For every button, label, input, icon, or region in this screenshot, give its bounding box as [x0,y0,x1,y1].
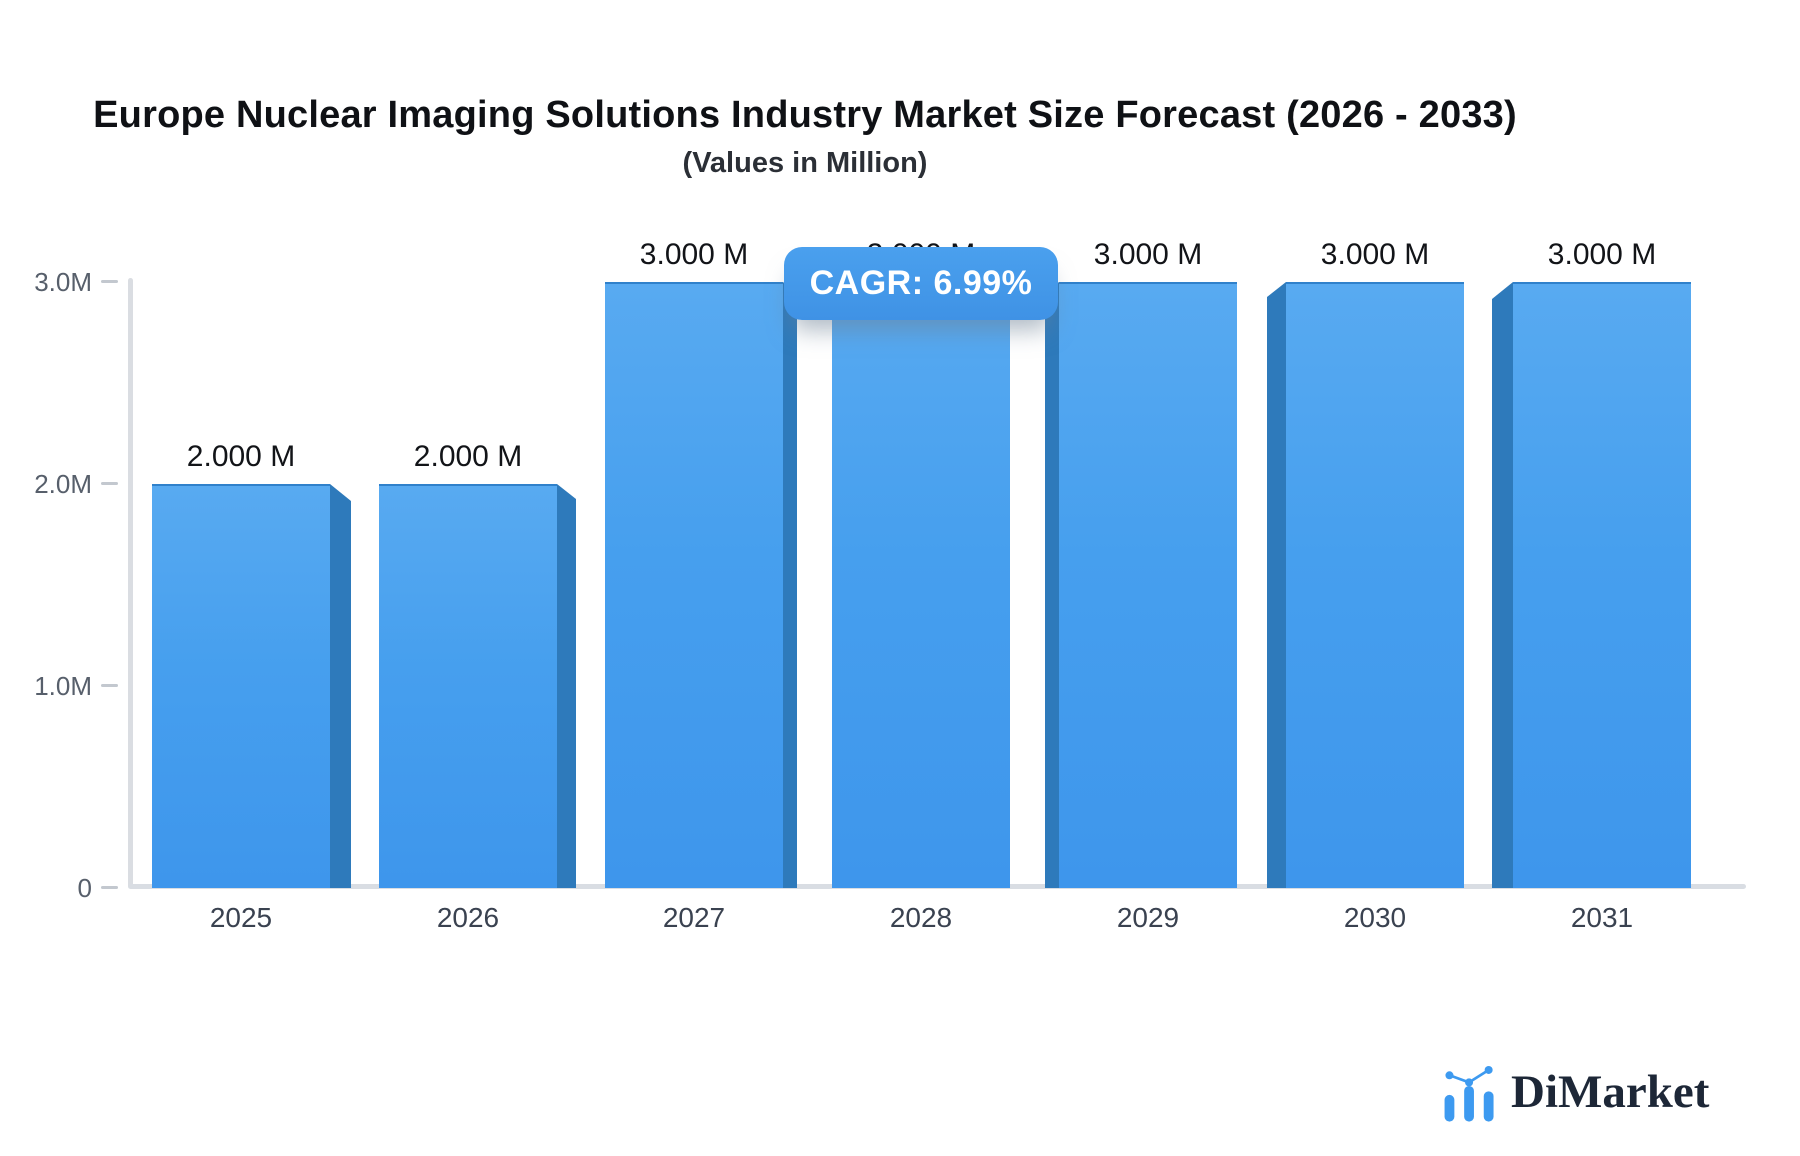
bar-value-label-2031: 3.000 M [1547,238,1657,271]
y-tick-label-0: 0 [77,873,92,903]
logo-text: DiMarket [1511,1065,1710,1118]
y-axis-line [128,278,133,888]
y-tick-mark [101,280,118,283]
bar-2030 [1286,282,1464,888]
bar-2031 [1513,282,1691,888]
y-tick-label-3.0M: 3.0M [34,267,92,297]
chart-title: Europe Nuclear Imaging Solutions Industr… [93,94,1517,136]
y-tick-mark [101,482,118,485]
bar-side-2026 [557,484,576,888]
bar-side-2031 [1492,282,1513,888]
bar-2027 [605,282,783,888]
y-tick-mark [101,886,118,889]
bar-side-2025 [330,484,351,888]
chart-subtitle: (Values in Million) [682,147,928,179]
bar-chart-trend-icon [1441,1064,1498,1124]
bar-value-label-2030: 3.000 M [1320,238,1430,271]
bar-side-2029 [1045,282,1059,888]
y-tick-label-1.0M: 1.0M [34,671,92,701]
bar-2028 [832,282,1010,888]
bar-value-label-2027: 3.000 M [639,238,749,271]
x-tick-label-2027: 2027 [662,902,726,933]
bar-2025 [152,484,330,888]
x-tick-label-2029: 2029 [1116,902,1180,933]
bar-2029 [1059,282,1237,888]
x-tick-label-2031: 2031 [1570,902,1634,933]
bar-2026 [379,484,557,888]
bar-value-label-2025: 2.000 M [186,440,296,473]
y-tick-label-2.0M: 2.0M [34,469,92,499]
x-tick-label-2025: 2025 [209,902,273,933]
bar-side-2027 [783,282,797,888]
x-tick-label-2028: 2028 [889,902,953,933]
y-tick-mark [101,684,118,687]
bar-value-label-2029: 3.000 M [1093,238,1203,271]
x-tick-label-2030: 2030 [1343,902,1407,933]
x-tick-label-2026: 2026 [436,902,500,933]
dimarket-logo: DiMarket [1441,1064,1709,1124]
bar-value-label-2026: 2.000 M [413,440,523,473]
bar-side-2030 [1267,282,1286,888]
cagr-badge: CAGR: 6.99% [784,247,1058,320]
